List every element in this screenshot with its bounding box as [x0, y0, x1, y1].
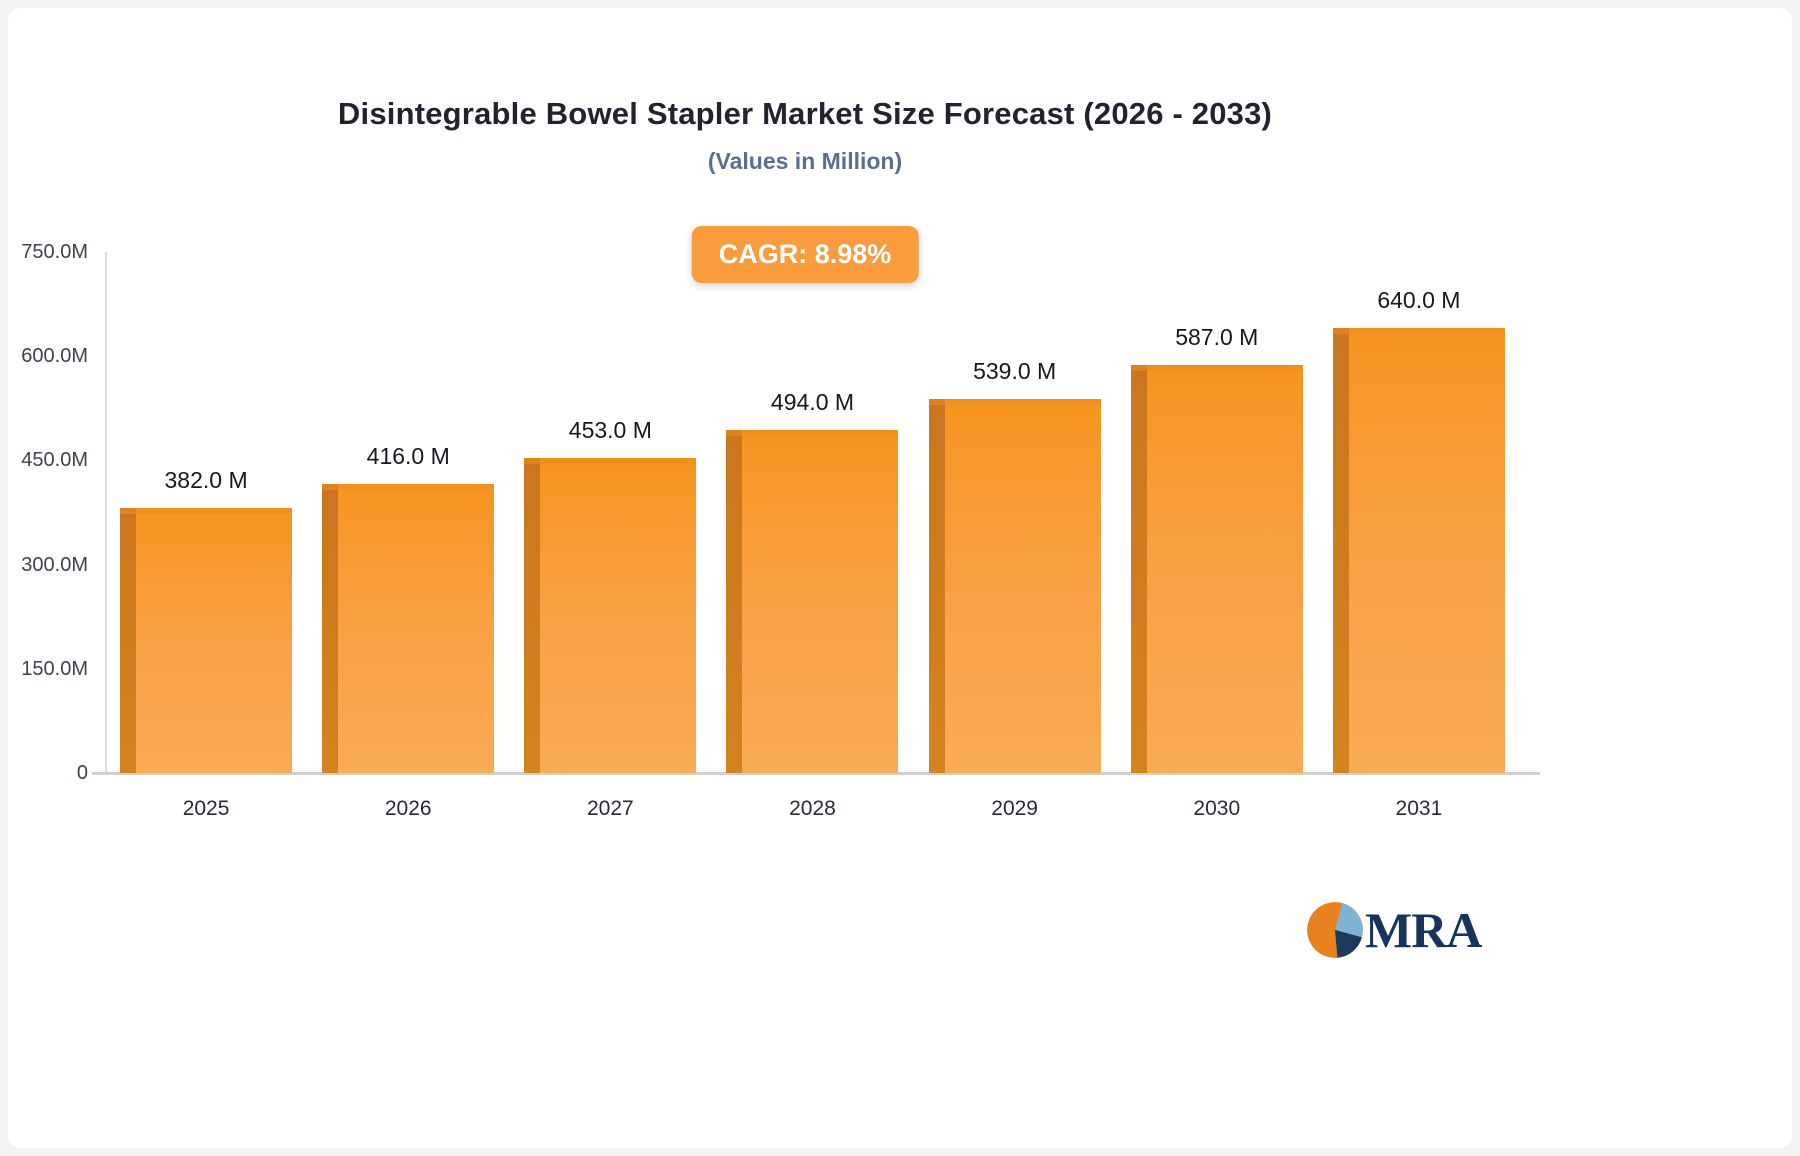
bar-plot-area: 382.0 M 2025 416.0 M 2026 453.0 M 2027 494.0 M…: [105, 252, 1520, 820]
bar-2028[interactable]: [726, 430, 899, 773]
bar-side-face: [1130, 365, 1147, 773]
x-axis-category-label: 2026: [384, 797, 432, 820]
x-axis-category-label: 2027: [586, 797, 634, 820]
bar-value-label: 539.0 M: [973, 358, 1057, 384]
bar-front-face: [540, 458, 697, 773]
bar-column: 382.0 M 2025: [105, 252, 307, 820]
brand-logo: MRA: [1306, 898, 1482, 962]
bar-column: 416.0 M 2026: [307, 252, 509, 820]
chart-title: Disintegrable Bowel Stapler Market Size …: [337, 96, 1273, 131]
bar-top-edge: [726, 430, 899, 436]
y-axis-tick-label: 150.0M: [21, 657, 88, 680]
bar-column: 539.0 M 2029: [914, 252, 1116, 820]
x-axis-category-label: 2028: [789, 797, 836, 820]
y-axis-tick-label: 0: [76, 762, 88, 784]
y-axis-tick-label: 600.0M: [21, 345, 88, 368]
bar-value-label: 453.0 M: [568, 417, 652, 443]
y-axis-line: [105, 252, 107, 773]
bar-side-face: [524, 458, 541, 773]
x-axis-category-label: 2025: [182, 797, 230, 820]
bar-2030[interactable]: [1130, 365, 1303, 773]
y-axis-tick-label: 450.0M: [21, 449, 88, 472]
bar-top-edge: [322, 484, 495, 490]
bar-front-face: [338, 484, 495, 773]
bar-2029[interactable]: [928, 399, 1101, 773]
bar-2025[interactable]: [120, 508, 293, 773]
bar-top-edge: [120, 508, 293, 514]
bar-2031[interactable]: [1332, 328, 1505, 773]
bar-side-face: [120, 508, 137, 773]
bar-front-face: [944, 399, 1101, 773]
bar-value-label: 640.0 M: [1377, 287, 1461, 313]
bar-side-face: [726, 430, 743, 773]
bar-top-edge: [1332, 328, 1505, 334]
x-axis-category-label: 2029: [991, 797, 1038, 820]
bar-top-edge: [1130, 365, 1303, 371]
x-axis-line: [92, 772, 1540, 775]
bar-side-face: [1332, 328, 1349, 773]
chart-subtitle: (Values in Million): [707, 148, 903, 174]
bar-column: 453.0 M 2027: [509, 252, 711, 820]
y-axis-tick-label: 300.0M: [21, 553, 88, 576]
bar-value-label: 382.0 M: [164, 467, 248, 493]
bar-front-face: [1348, 328, 1505, 773]
bar-front-face: [1146, 365, 1303, 773]
bar-column: 494.0 M 2028: [711, 252, 913, 820]
bar-top-edge: [928, 399, 1101, 405]
bar-value-label: 587.0 M: [1175, 324, 1259, 350]
cagr-badge: CAGR: 8.98%: [691, 226, 919, 283]
brand-logo-icon: [1307, 902, 1363, 958]
bar-front-face: [136, 508, 293, 773]
bar-side-face: [928, 399, 945, 773]
y-axis-tick-label: 750.0M: [21, 241, 88, 263]
bar-side-face: [322, 484, 339, 773]
bar-2027[interactable]: [524, 458, 697, 773]
x-axis-category-label: 2030: [1193, 797, 1241, 820]
bar-2026[interactable]: [322, 484, 495, 773]
x-axis-category-label: 2031: [1395, 797, 1443, 820]
bar-value-label: 494.0 M: [770, 389, 855, 415]
bar-value-label: 416.0 M: [366, 443, 450, 469]
bar-column: 640.0 M 2031: [1318, 252, 1520, 820]
bar-top-edge: [524, 458, 697, 464]
brand-logo-text: MRA: [1365, 902, 1482, 958]
bar-front-face: [742, 430, 899, 773]
bar-column: 587.0 M 2030: [1116, 252, 1318, 820]
